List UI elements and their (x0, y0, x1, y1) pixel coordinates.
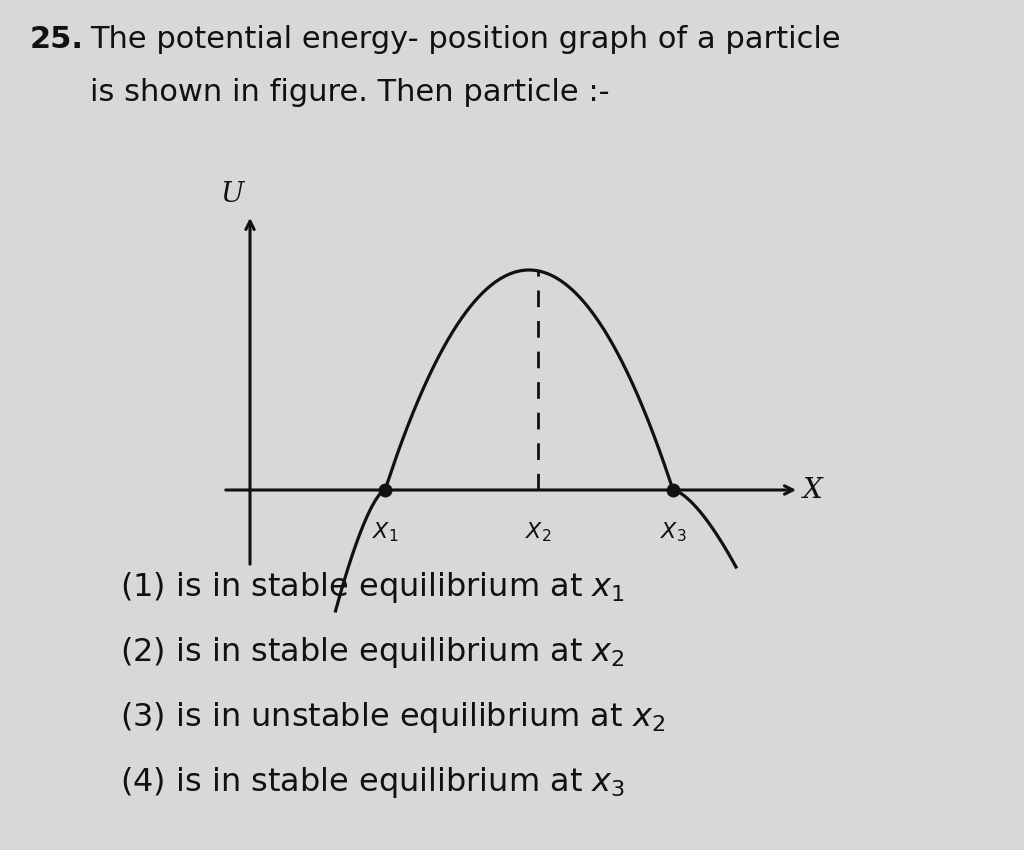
Text: The potential energy- position graph of a particle: The potential energy- position graph of … (90, 25, 841, 54)
Text: 25.: 25. (30, 25, 84, 54)
Text: is shown in figure. Then particle :-: is shown in figure. Then particle :- (90, 78, 609, 107)
Text: (4) is in stable equilibrium at $x_3$: (4) is in stable equilibrium at $x_3$ (120, 765, 625, 800)
Text: $X_3$: $X_3$ (659, 521, 686, 544)
Text: X: X (803, 477, 822, 503)
Text: U: U (220, 181, 244, 208)
Text: $X_1$: $X_1$ (372, 521, 398, 544)
Text: $X_2$: $X_2$ (524, 521, 551, 544)
Text: (1) is in stable equilibrium at $x_1$: (1) is in stable equilibrium at $x_1$ (120, 570, 625, 605)
Text: (2) is in stable equilibrium at $x_2$: (2) is in stable equilibrium at $x_2$ (120, 635, 625, 670)
Text: (3) is in unstable equilibrium at $x_2$: (3) is in unstable equilibrium at $x_2$ (120, 700, 666, 735)
